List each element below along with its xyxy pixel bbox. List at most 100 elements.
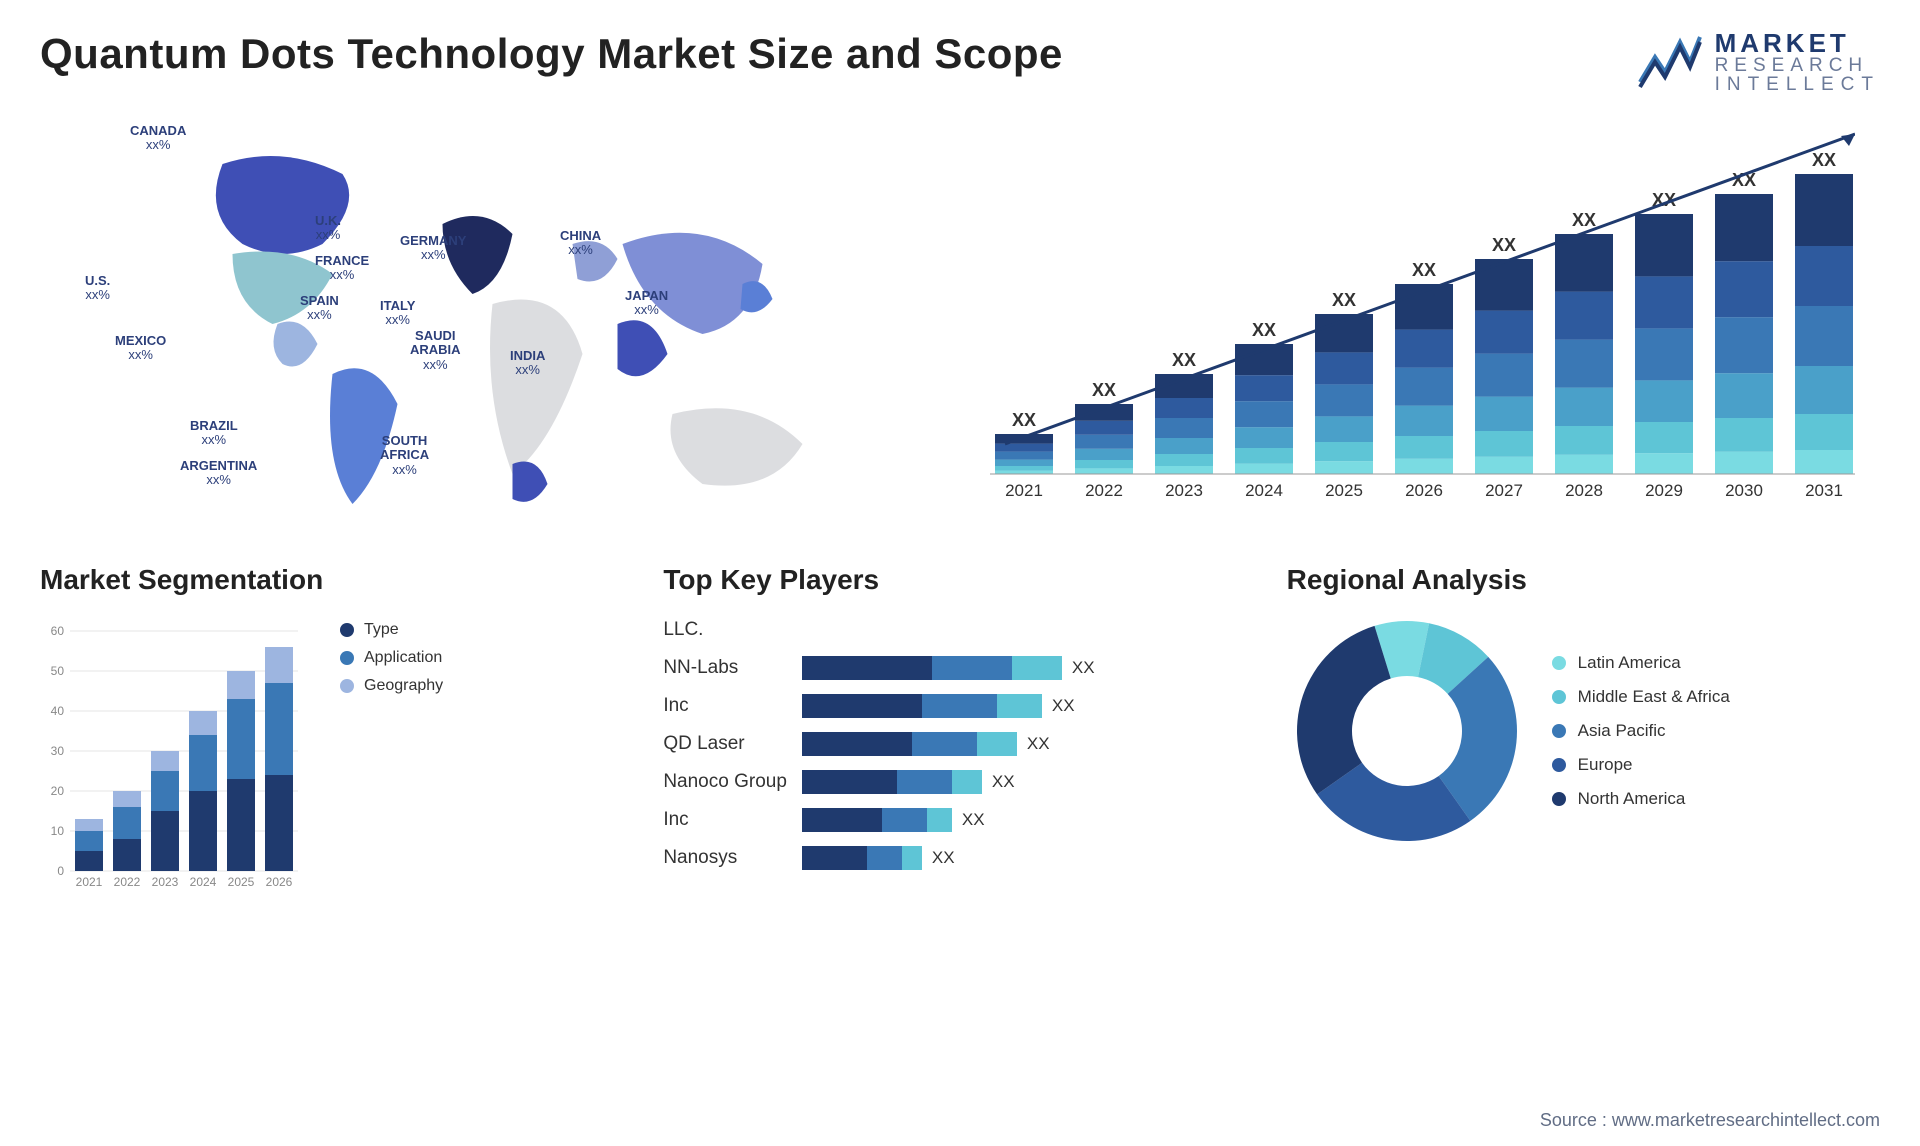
player-bar-row: XX <box>802 687 1257 725</box>
map-label: SPAINxx% <box>300 294 339 323</box>
seg-bar-seg <box>265 775 293 871</box>
player-bar-row: XX <box>802 801 1257 839</box>
growth-bar-seg <box>1075 468 1133 474</box>
player-name: Inc <box>663 687 787 725</box>
growth-bar-seg <box>1315 461 1373 474</box>
growth-bar-value: XX <box>1812 150 1836 170</box>
regional-donut <box>1287 611 1527 851</box>
player-bar-seg <box>802 808 882 832</box>
growth-bar-seg <box>1475 431 1533 457</box>
source-text: Source : www.marketresearchintellect.com <box>1540 1110 1880 1131</box>
seg-bar-seg <box>189 791 217 871</box>
growth-bar-seg <box>1155 466 1213 474</box>
seg-year-label: 2023 <box>152 875 179 889</box>
growth-bar-seg <box>1235 375 1293 401</box>
growth-bar-value: XX <box>1012 410 1036 430</box>
growth-bar-seg <box>1155 438 1213 454</box>
growth-bar-value: XX <box>1572 210 1596 230</box>
growth-bar-seg <box>995 466 1053 471</box>
seg-ytick: 40 <box>51 704 65 718</box>
player-bar-seg <box>997 694 1042 718</box>
player-bar-seg <box>802 656 932 680</box>
donut-seg <box>1297 626 1391 794</box>
players-title: Top Key Players <box>663 564 1256 596</box>
player-bar-seg <box>902 846 922 870</box>
growth-bar-seg <box>1555 234 1613 292</box>
growth-bar-seg <box>1075 421 1133 435</box>
growth-bar-value: XX <box>1092 380 1116 400</box>
donut-legend-item: North America <box>1552 789 1730 809</box>
logo-line3: INTELLECT <box>1715 75 1880 94</box>
growth-bar-seg <box>1155 454 1213 466</box>
player-bar-seg <box>802 846 867 870</box>
growth-bar-seg <box>1315 416 1373 442</box>
brand-logo: MARKET RESEARCH INTELLECT <box>1635 30 1880 94</box>
player-bar-value: XX <box>1072 658 1095 678</box>
growth-bar-seg <box>1315 442 1373 461</box>
growth-bar-seg <box>1475 457 1533 474</box>
growth-bar-seg <box>1395 459 1453 474</box>
map-svg <box>40 114 945 534</box>
segmentation-chart: 0102030405060202120222023202420252026 <box>40 611 320 901</box>
growth-bar-value: XX <box>1492 235 1516 255</box>
player-bar-row: XX <box>802 725 1257 763</box>
seg-legend-item: Type <box>340 621 443 639</box>
seg-bar-seg <box>151 771 179 811</box>
seg-ytick: 30 <box>51 744 65 758</box>
growth-bar-seg <box>995 460 1053 466</box>
map-label: FRANCExx% <box>315 254 369 283</box>
seg-year-label: 2026 <box>266 875 293 889</box>
growth-bar-seg <box>1715 418 1773 452</box>
growth-bar-seg <box>995 452 1053 460</box>
map-label: INDIAxx% <box>510 349 545 378</box>
donut-legend-item: Latin America <box>1552 653 1730 673</box>
map-label: CHINAxx% <box>560 229 601 258</box>
growth-bar-seg <box>1075 460 1133 468</box>
growth-bar-seg <box>1795 366 1853 414</box>
seg-bar-seg <box>151 811 179 871</box>
players-panel: Top Key Players LLC.NN-LabsIncQD LaserNa… <box>663 564 1256 901</box>
growth-bar-seg <box>1395 406 1453 436</box>
growth-bar-seg <box>1475 259 1533 311</box>
segmentation-panel: Market Segmentation 01020304050602021202… <box>40 564 633 901</box>
growth-bar-seg <box>1395 330 1453 368</box>
growth-bar-seg <box>1715 373 1773 418</box>
seg-bar-seg <box>265 647 293 683</box>
growth-year-label: 2022 <box>1085 481 1123 500</box>
seg-bar-seg <box>189 711 217 735</box>
donut-legend-item: Asia Pacific <box>1552 721 1730 741</box>
growth-bar-seg <box>1475 354 1533 397</box>
growth-bar-seg <box>1795 174 1853 246</box>
growth-year-label: 2023 <box>1165 481 1203 500</box>
seg-ytick: 20 <box>51 784 65 798</box>
seg-bar-seg <box>113 807 141 839</box>
growth-bar-seg <box>995 434 1053 444</box>
donut-legend-item: Middle East & Africa <box>1552 687 1730 707</box>
growth-bar-seg <box>1155 398 1213 418</box>
seg-ytick: 60 <box>51 624 65 638</box>
player-name: LLC. <box>663 611 787 649</box>
seg-legend-item: Geography <box>340 677 443 695</box>
map-label: CANADAxx% <box>130 124 186 153</box>
regional-title: Regional Analysis <box>1287 564 1880 596</box>
player-name: NN-Labs <box>663 649 787 687</box>
seg-legend-item: Application <box>340 649 443 667</box>
growth-bar-seg <box>1475 311 1533 354</box>
growth-bar-seg <box>1635 214 1693 276</box>
player-bar-seg <box>882 808 927 832</box>
seg-bar-seg <box>189 735 217 791</box>
player-bar-value: XX <box>992 772 1015 792</box>
player-bar-seg <box>867 846 902 870</box>
growth-bar-seg <box>1635 380 1693 422</box>
seg-year-label: 2021 <box>76 875 103 889</box>
growth-bar-seg <box>1075 449 1133 460</box>
seg-bar-seg <box>75 819 103 831</box>
player-bar-seg <box>802 770 897 794</box>
players-bars: XXXXXXXXXXXX <box>802 611 1257 877</box>
seg-ytick: 10 <box>51 824 65 838</box>
map-label: SAUDIARABIAxx% <box>410 329 461 372</box>
growth-bar-seg <box>1795 450 1853 474</box>
growth-year-label: 2029 <box>1645 481 1683 500</box>
regional-legend: Latin America Middle East & Africa Asia Pa… <box>1552 639 1730 823</box>
growth-bar-seg <box>1795 246 1853 306</box>
